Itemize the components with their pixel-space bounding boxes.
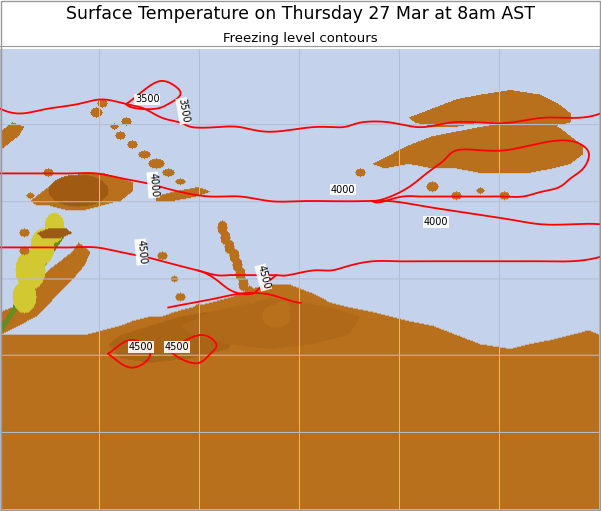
Text: 4000: 4000 [147, 172, 159, 198]
Text: 3500: 3500 [135, 95, 159, 104]
Text: 4000: 4000 [331, 184, 355, 195]
Text: 4500: 4500 [129, 342, 153, 352]
Text: 4000: 4000 [424, 217, 448, 227]
Text: Freezing level contours: Freezing level contours [223, 32, 378, 45]
Text: 4500: 4500 [165, 342, 189, 352]
Text: 4500: 4500 [135, 239, 147, 265]
Text: 4500: 4500 [255, 264, 271, 291]
Text: 3500: 3500 [176, 98, 191, 124]
Text: Surface Temperature on Thursday 27 Mar at 8am AST: Surface Temperature on Thursday 27 Mar a… [66, 5, 535, 22]
